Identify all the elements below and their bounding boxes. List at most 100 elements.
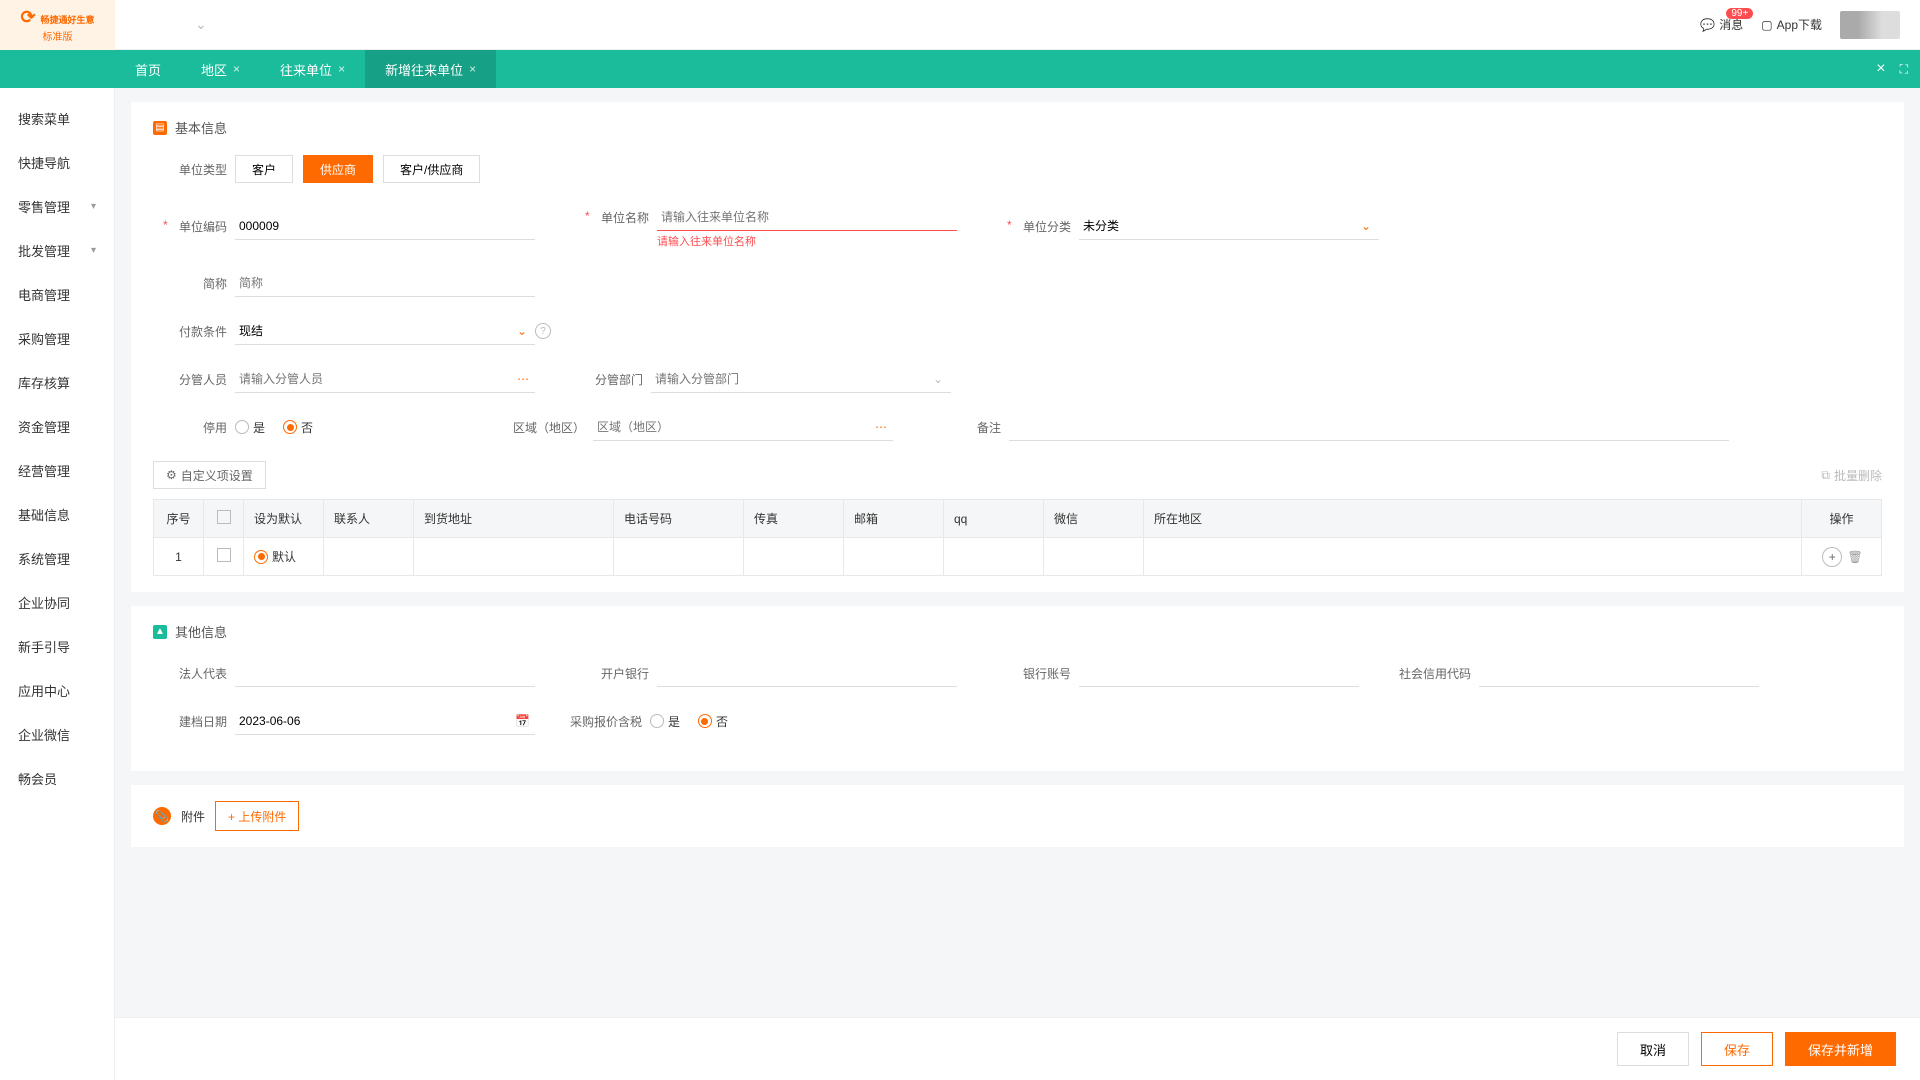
sidebar-item-system[interactable]: 系统管理 (0, 536, 114, 580)
sidebar-item-wechat[interactable]: 企业微信 (0, 712, 114, 756)
th-wechat: 微信 (1044, 500, 1144, 538)
content-area: ▤ 基本信息 单位类型 客户 供应商 客户/供应商 单位编码 (115, 88, 1920, 1080)
radio-tax-yes[interactable]: 是 (650, 713, 680, 730)
user-avatar[interactable] (1840, 11, 1900, 39)
input-credit[interactable] (1479, 659, 1759, 687)
edition-label: 标准版 (43, 28, 73, 43)
workspace-dropdown-icon[interactable]: ⌄ (195, 16, 207, 33)
radio-default-row[interactable]: 默认 (254, 548, 313, 565)
tab-region[interactable]: 地区× (181, 50, 260, 88)
input-remark[interactable] (1009, 413, 1729, 441)
sidebar-item-wholesale[interactable]: 批发管理▾ (0, 228, 114, 272)
cancel-button[interactable]: 取消 (1617, 1032, 1689, 1066)
label-unit-name: 单位名称 (575, 209, 657, 226)
label-legal: 法人代表 (153, 665, 235, 682)
type-btn-supplier[interactable]: 供应商 (303, 155, 373, 183)
select-department[interactable] (651, 365, 951, 393)
label-department: 分管部门 (569, 371, 651, 388)
input-legal[interactable] (235, 659, 535, 687)
input-region[interactable] (593, 413, 893, 441)
topbar-main: ⌄ (115, 16, 1700, 33)
close-icon[interactable]: × (469, 62, 476, 76)
mobile-icon: ▢ (1761, 18, 1772, 32)
fullscreen-icon[interactable]: ⛶ (1900, 62, 1908, 77)
app-download-label: App下载 (1777, 16, 1822, 33)
th-contact: 联系人 (324, 500, 414, 538)
sidebar-item-appcenter[interactable]: 应用中心 (0, 668, 114, 712)
type-btn-customer[interactable]: 客户 (235, 155, 293, 183)
logo-icon: ⟳ 畅捷通好生意 (20, 7, 94, 28)
label-disable: 停用 (153, 419, 235, 436)
radio-disable-no[interactable]: 否 (283, 419, 313, 436)
sidebar-item-ecommerce[interactable]: 电商管理 (0, 272, 114, 316)
radio-disable-yes[interactable]: 是 (235, 419, 265, 436)
select-unit-category[interactable] (1079, 212, 1379, 240)
sidebar-item-retail[interactable]: 零售管理▾ (0, 184, 114, 228)
messages-button[interactable]: 💬 消息 99+ (1700, 16, 1743, 33)
add-row-button[interactable]: + (1822, 547, 1842, 567)
th-email: 邮箱 (844, 500, 944, 538)
checkbox-row[interactable] (217, 548, 231, 562)
input-archive-date[interactable] (235, 707, 535, 735)
radio-tax-no[interactable]: 否 (698, 713, 728, 730)
input-short-name[interactable] (235, 269, 535, 297)
input-unit-code[interactable] (235, 212, 535, 240)
sidebar-item-inventory[interactable]: 库存核算 (0, 360, 114, 404)
calendar-icon[interactable]: 📅 (515, 714, 530, 728)
more-icon[interactable]: ⋯ (517, 372, 529, 386)
sidebar-item-purchase[interactable]: 采购管理 (0, 316, 114, 360)
checkbox-all[interactable] (217, 510, 231, 524)
sidebar-item-funds[interactable]: 资金管理 (0, 404, 114, 448)
copy-icon: ⧉ (1821, 468, 1830, 483)
delete-row-icon[interactable]: 🗑 (1848, 550, 1863, 564)
save-and-add-button[interactable]: 保存并新增 (1785, 1032, 1896, 1066)
label-unit-code: 单位编码 (153, 218, 235, 235)
sidebar-item-search[interactable]: 搜索菜单 (0, 96, 114, 140)
sidebar-item-guide[interactable]: 新手引导 (0, 624, 114, 668)
custom-fields-button[interactable]: ⚙自定义项设置 (153, 461, 266, 489)
tab-home[interactable]: 首页 (115, 50, 181, 88)
label-credit: 社会信用代码 (1379, 665, 1479, 682)
input-account[interactable] (1079, 659, 1359, 687)
close-icon[interactable]: × (233, 62, 240, 76)
input-manager[interactable] (235, 365, 535, 393)
upload-attachment-button[interactable]: + 上传附件 (215, 801, 299, 831)
save-button[interactable]: 保存 (1701, 1032, 1773, 1066)
sidebar-item-member[interactable]: 畅会员 (0, 756, 114, 800)
sidebar-item-business[interactable]: 经营管理 (0, 448, 114, 492)
type-btn-both[interactable]: 客户/供应商 (383, 155, 480, 183)
logo-area: ⟳ 畅捷通好生意 标准版 (0, 0, 115, 50)
panel-other-info: ▲ 其他信息 法人代表 开户银行 银行账号 社会信用代码 (131, 606, 1904, 771)
label-region: 区域（地区） (498, 419, 593, 436)
tab-partner[interactable]: 往来单位× (260, 50, 365, 88)
attachment-icon: 📎 (153, 807, 171, 825)
help-icon[interactable]: ? (535, 323, 551, 339)
topbar-right: 💬 消息 99+ ▢ App下载 (1700, 11, 1920, 39)
sidebar-item-collab[interactable]: 企业协同 (0, 580, 114, 624)
cell-index: 1 (154, 538, 204, 576)
app-download-button[interactable]: ▢ App下载 (1761, 16, 1822, 33)
select-payment-terms[interactable] (235, 317, 535, 345)
close-all-icon[interactable]: × (1876, 60, 1885, 78)
footer-actions: 取消 保存 保存并新增 (115, 1017, 1920, 1080)
label-remark: 备注 (927, 419, 1009, 436)
close-icon[interactable]: × (338, 62, 345, 76)
panel-basic-info: ▤ 基本信息 单位类型 客户 供应商 客户/供应商 单位编码 (131, 102, 1904, 592)
sidebar-item-quicknav[interactable]: 快捷导航 (0, 140, 114, 184)
section-icon: ▲ (153, 625, 167, 639)
tab-new-partner[interactable]: 新增往来单位× (365, 50, 496, 88)
input-unit-name[interactable] (657, 203, 957, 231)
page-tabs: 首页 地区× 往来单位× 新增往来单位× × ⛶ (0, 50, 1920, 88)
panel-attachments: 📎 附件 + 上传附件 (131, 785, 1904, 847)
label-payment-terms: 付款条件 (153, 323, 235, 340)
batch-delete-button[interactable]: ⧉批量删除 (1821, 467, 1882, 484)
th-phone: 电话号码 (614, 500, 744, 538)
label-account: 银行账号 (997, 665, 1079, 682)
more-icon[interactable]: ⋯ (875, 420, 887, 434)
section-title-other: ▲ 其他信息 (153, 622, 1882, 641)
sidebar-item-baseinfo[interactable]: 基础信息 (0, 492, 114, 536)
label-bank: 开户银行 (575, 665, 657, 682)
input-bank[interactable] (657, 659, 957, 687)
label-tax: 采购报价含税 (550, 713, 650, 730)
th-index: 序号 (154, 500, 204, 538)
